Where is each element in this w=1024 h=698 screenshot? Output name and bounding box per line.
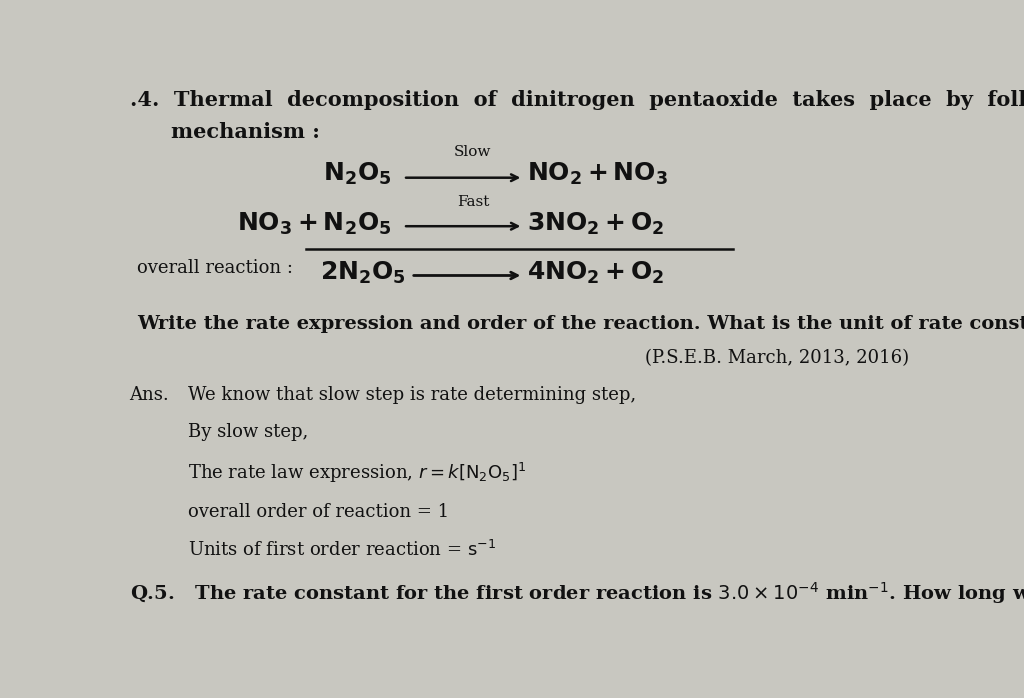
Text: Write the rate expression and order of the reaction. What is the unit of rate co: Write the rate expression and order of t… <box>137 315 1024 333</box>
Text: $\mathbf{NO_2 + NO_3}$: $\mathbf{NO_2 + NO_3}$ <box>527 161 669 187</box>
Text: Q.5.   The rate constant for the first order reaction is $3.0 \times 10^{-4}$ mi: Q.5. The rate constant for the first ord… <box>130 581 1024 607</box>
Text: .4.  Thermal  decomposition  of  dinitrogen  pentaoxide  takes  place  by  follo: .4. Thermal decomposition of dinitrogen … <box>130 90 1024 110</box>
Text: By slow step,: By slow step, <box>188 422 308 440</box>
Text: $\mathbf{N_2O_5}$: $\mathbf{N_2O_5}$ <box>323 161 391 187</box>
Text: $\mathbf{3NO_2 + O_2}$: $\mathbf{3NO_2 + O_2}$ <box>527 211 665 237</box>
Text: mechanism :: mechanism : <box>171 122 319 142</box>
Text: overall order of reaction = 1: overall order of reaction = 1 <box>188 503 450 521</box>
Text: We know that slow step is rate determining step,: We know that slow step is rate determini… <box>188 387 637 404</box>
Text: $\mathbf{2N_2O_5}$: $\mathbf{2N_2O_5}$ <box>319 260 406 285</box>
Text: overall reaction :: overall reaction : <box>137 260 293 277</box>
Text: Slow: Slow <box>455 145 492 159</box>
Text: (P.S.E.B. March, 2013, 2016): (P.S.E.B. March, 2013, 2016) <box>645 350 909 367</box>
Text: Ans.: Ans. <box>130 387 169 404</box>
Text: Fast: Fast <box>457 195 489 209</box>
Text: $\mathbf{4NO_2 + O_2}$: $\mathbf{4NO_2 + O_2}$ <box>527 260 665 285</box>
Text: $\mathbf{NO_3 + N_2O_5}$: $\mathbf{NO_3 + N_2O_5}$ <box>237 211 391 237</box>
Text: Units of first order reaction = $\mathrm{s^{-1}}$: Units of first order reaction = $\mathrm… <box>188 540 497 560</box>
Text: The rate law expression, $r = k[\mathrm{N_2O_5}]^1$: The rate law expression, $r = k[\mathrm{… <box>188 461 526 485</box>
